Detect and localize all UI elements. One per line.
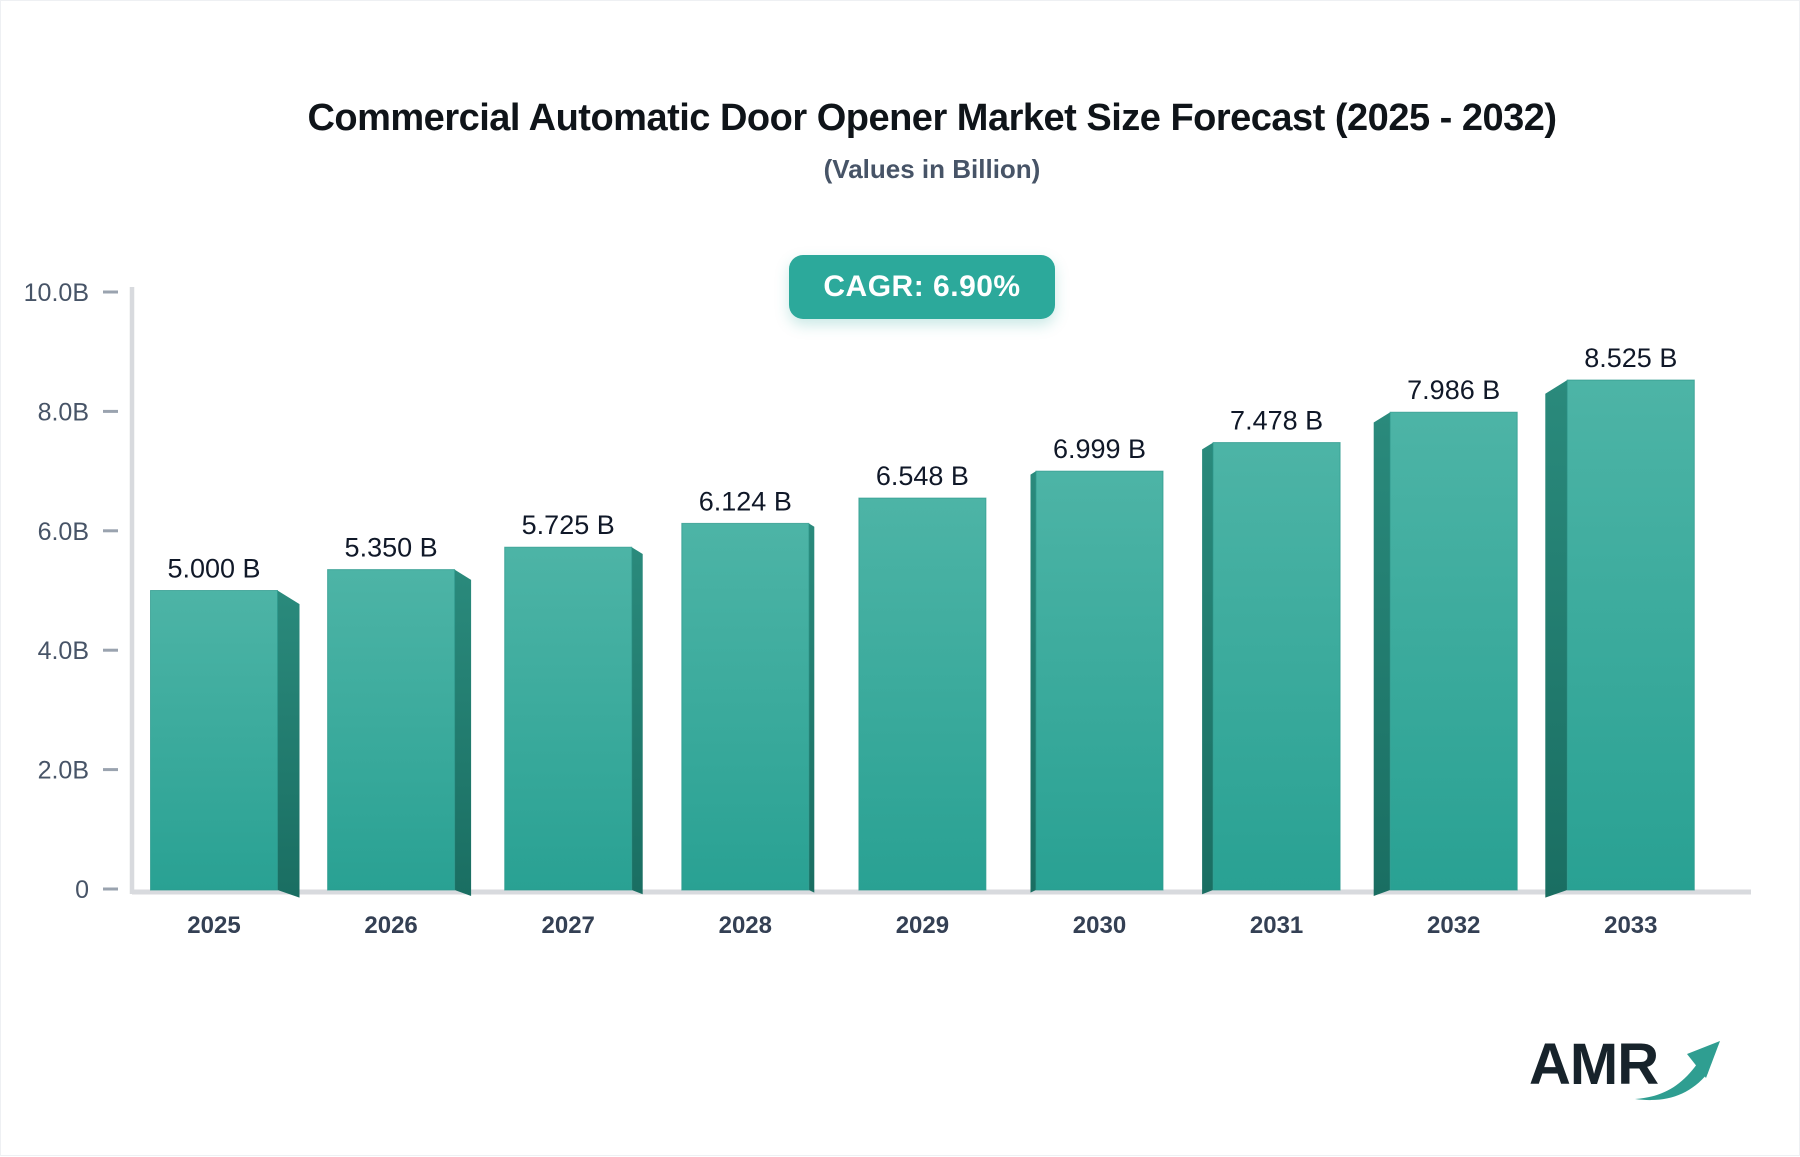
bar-side-face [454,569,472,896]
bar-2025: 5.000 B 2025 [150,554,300,939]
cagr-badge-row: CAGR: 6.90% [1,255,1799,319]
y-tick-label: 4.0B [38,637,89,665]
bar-side-face [1545,380,1568,898]
chart-header: Commercial Automatic Door Opener Market … [1,97,1799,185]
x-axis-year-label: 2030 [1073,912,1126,939]
bar-value-label: 8.525 B [1584,343,1677,373]
x-axis-year-label: 2032 [1427,912,1480,939]
bar-value-label: 5.725 B [522,510,615,540]
bar-side-face [1030,471,1036,893]
bar-front-face [327,569,456,891]
bar-2027: 5.725 B 2027 [504,510,643,939]
x-axis-year-label: 2031 [1250,912,1303,939]
x-axis-year-label: 2028 [719,912,772,939]
bar-2028: 6.124 B 2028 [681,486,815,939]
bar-side-face [808,523,815,893]
bar-value-label: 6.548 B [876,461,969,491]
amr-logo: AMR [1529,1031,1739,1121]
y-tick-label: 2.0B [38,757,89,785]
bar-value-label: 6.999 B [1053,434,1146,464]
bar-front-face [1566,379,1695,891]
x-axis-year-label: 2026 [364,912,417,939]
bar-front-face [1212,442,1341,891]
bar-side-face [277,590,300,898]
y-tick-label: 6.0B [38,518,89,546]
bar-side-face [631,547,643,895]
chart-title: Commercial Automatic Door Opener Market … [307,97,1557,139]
bar-front-face [150,590,278,891]
bar-front-face [1389,411,1518,891]
bar-value-label: 5.350 B [345,533,438,563]
bar-front-face [858,497,987,891]
x-axis-year-label: 2025 [187,912,240,939]
bar-2030: 6.999 B 2030 [1030,434,1164,939]
y-tick-label: 10.0B [24,279,89,307]
bar-2032: 7.986 B 2032 [1373,375,1518,939]
y-tick-label: 0 [75,876,89,904]
amr-logo-text: AMR [1529,1032,1659,1097]
cagr-badge: CAGR: 6.90% [789,255,1055,319]
chart-subtitle: (Values in Billion) [823,154,1041,184]
bar-2033: 8.525 B 2033 [1545,343,1695,939]
bar-side-face [1202,442,1214,895]
x-axis-year-label: 2033 [1604,912,1657,939]
bar-value-label: 7.478 B [1230,406,1323,436]
growth-arrow-icon [1635,1041,1720,1101]
y-tick-label: 8.0B [38,398,89,426]
bar-2026: 5.350 B 2026 [327,533,472,939]
bar-value-label: 6.124 B [699,486,792,516]
bar-front-face [1035,470,1164,891]
bar-front-face [504,546,633,891]
x-axis-year-label: 2027 [542,912,595,939]
bar-side-face [1373,412,1391,896]
bar-value-label: 7.986 B [1407,375,1500,405]
bar-2029: 6.548 B 2029 [858,461,987,939]
bar-value-label: 5.000 B [167,554,260,584]
bar-front-face [681,522,810,891]
x-axis-year-label: 2029 [896,912,949,939]
bar-2031: 7.478 B 2031 [1202,406,1341,939]
